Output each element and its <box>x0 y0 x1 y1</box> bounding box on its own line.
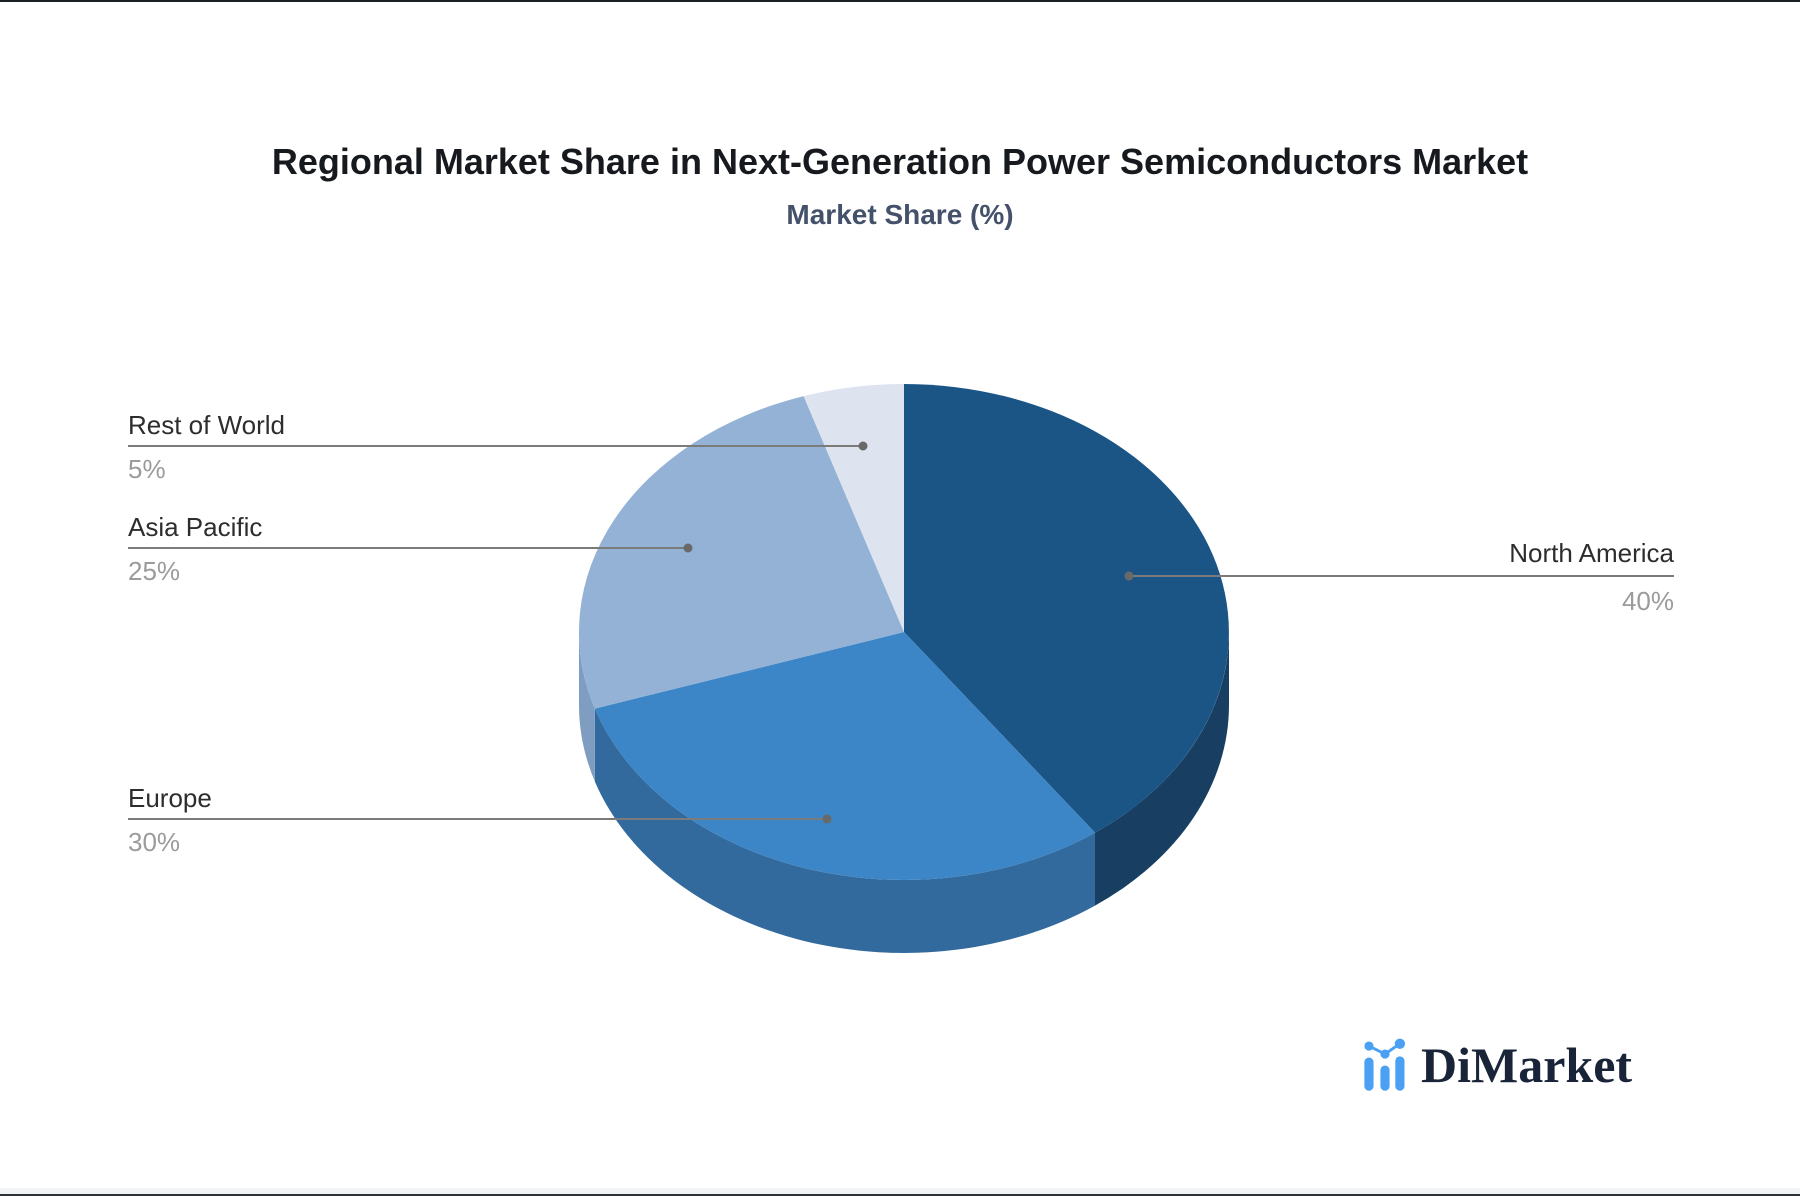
callout-anchor-dot <box>683 543 693 553</box>
slice-percent: 40% <box>1621 586 1674 616</box>
slice-label: Asia Pacific <box>128 512 263 542</box>
bottom-border <box>0 1188 1800 1196</box>
pie-slice-europe <box>594 632 1095 880</box>
pie-slice-side-north-america <box>1095 632 1229 906</box>
callout-rest-of-world: Rest of World 5% <box>128 410 285 484</box>
logo-text: DiMarket <box>1421 1037 1633 1093</box>
slice-label: North America <box>1509 538 1674 568</box>
slice-percent: 30% <box>128 827 181 857</box>
slice-percent: 5% <box>128 454 166 484</box>
callout-europe: Europe 30% <box>128 783 212 857</box>
dimarket-logo: DiMarket <box>1362 1036 1632 1094</box>
pie-slice-north-america <box>904 384 1229 833</box>
slice-label: Europe <box>128 783 212 813</box>
slice-percent: 25% <box>128 556 181 586</box>
pie-slice-side-europe <box>594 708 1095 953</box>
slice-label: Rest of World <box>128 410 286 440</box>
callout-anchor-dot <box>822 814 832 824</box>
pie-slice-asia-pacific <box>578 396 904 709</box>
callout-asia-pacific: Asia Pacific 25% <box>128 512 262 586</box>
chart-subtitle: Market Share (%) <box>786 199 1014 230</box>
callout-anchor-dot <box>1124 571 1134 581</box>
callout-anchor-dot <box>858 441 868 451</box>
bar-line-chart-icon <box>1364 1038 1406 1091</box>
pie-slice-side-asia-pacific <box>579 632 595 782</box>
chart-title: Regional Market Share in Next-Generation… <box>271 141 1529 182</box>
callout-north-america: North America 40% <box>1509 538 1674 616</box>
